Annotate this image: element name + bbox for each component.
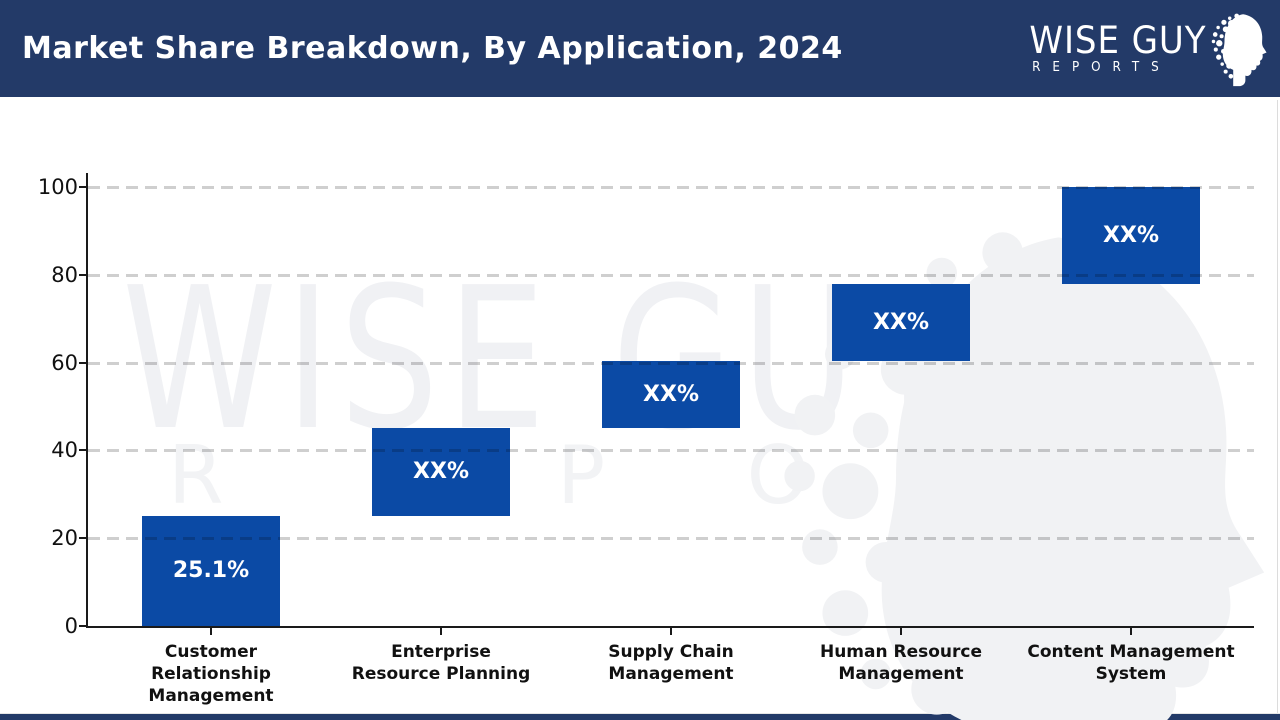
x-tick <box>670 628 672 635</box>
x-tick-label-customer-relationship-management: Customer Relationship Management <box>148 642 274 706</box>
gridline <box>88 186 1254 189</box>
page-title: Market Share Breakdown, By Application, … <box>22 31 843 66</box>
gridline <box>88 361 1254 365</box>
footer-bar <box>0 714 1280 720</box>
plot-right-border <box>1277 100 1278 713</box>
bar-enterprise-resource-planning: XX% <box>372 427 510 516</box>
bar-supply-chain-management: XX% <box>602 361 740 428</box>
x-axis-spine <box>86 626 1254 628</box>
x-tick-label-enterprise-resource-planning: Enterprise Resource Planning <box>351 642 531 684</box>
gridline <box>88 537 1254 541</box>
gridline <box>88 449 1254 453</box>
bar-value-label: XX% <box>1103 222 1159 248</box>
y-tick <box>79 186 86 188</box>
logo-subtitle: REPORTS <box>1031 59 1171 75</box>
bar-content-management-system: XX% <box>1062 187 1200 284</box>
logo-wordmark: WISE GUY <box>1028 18 1206 62</box>
footer-divider <box>0 713 1280 714</box>
x-tick <box>210 628 212 635</box>
y-tick-label: 100 <box>37 175 78 199</box>
x-tick-label-supply-chain-management: Supply Chain Management <box>608 642 734 684</box>
header-bar: Market Share Breakdown, By Application, … <box>0 0 1280 97</box>
x-tick <box>1130 628 1132 635</box>
bar-human-resource-management: XX% <box>832 283 970 362</box>
y-tick <box>79 537 86 540</box>
y-tick <box>79 273 86 276</box>
y-tick-label: 0 <box>64 614 78 638</box>
bar-value-label: XX% <box>643 381 699 407</box>
wise-guy-reports-logo: WISE GUY REPORTS <box>1014 11 1280 87</box>
dotted-head-profile-icon <box>1210 11 1268 87</box>
y-tick-label: 20 <box>51 526 78 551</box>
y-tick-label: 80 <box>51 262 78 287</box>
y-tick <box>79 625 86 627</box>
x-tick <box>900 628 902 635</box>
x-tick-label-human-resource-management: Human Resource Management <box>819 642 983 684</box>
y-axis-spine <box>86 173 88 628</box>
x-tick-label-content-management-system: Content Management System <box>1027 642 1235 684</box>
bar-value-label: XX% <box>873 309 929 335</box>
y-tick-label: 40 <box>51 438 78 463</box>
y-tick-label: 60 <box>51 350 78 375</box>
bar-value-label: 25.1% <box>172 558 250 584</box>
bar-value-label: XX% <box>413 459 469 485</box>
y-tick <box>79 449 86 452</box>
y-tick <box>79 361 86 364</box>
x-tick <box>440 628 442 635</box>
gridline <box>88 273 1254 277</box>
bar-customer-relationship-management: 25.1% <box>142 515 280 626</box>
